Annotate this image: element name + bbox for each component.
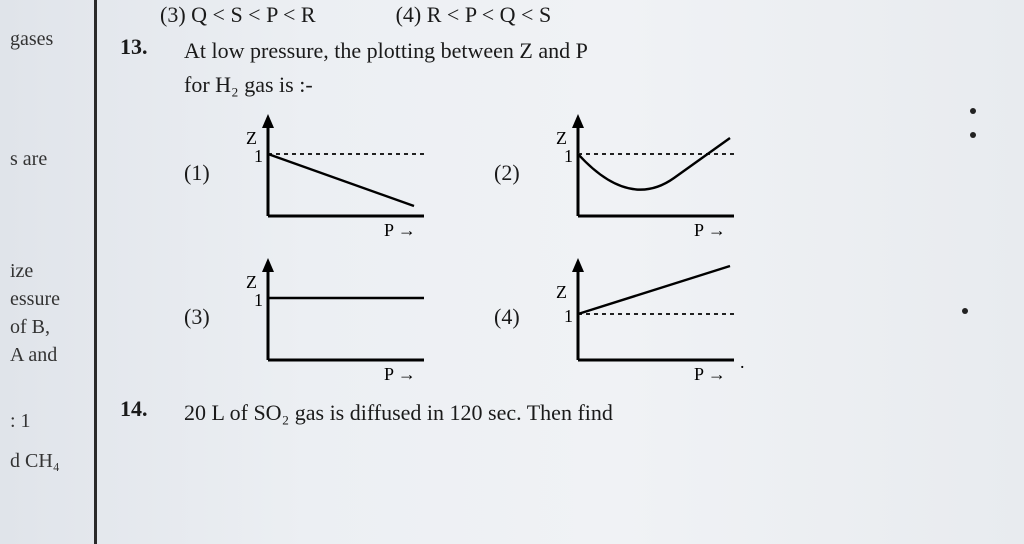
svg-text:P →: P → [384,220,416,238]
question-13: 13. At low pressure, the plotting betwee… [120,34,1004,102]
prev-option-3: (3) Q < S < P < R [160,2,316,28]
svg-text:Z: Z [246,128,257,148]
chart-row-2: (3) Z 1 P → (4) [184,252,1004,382]
chart-option-4: (4) Z 1 P → . [494,252,754,382]
fragment-ch4: d CH₄ [10,450,60,473]
svg-text:.: . [740,352,745,372]
q13-line2: for H₂ gas is :- [184,68,588,102]
previous-question-options: (3) Q < S < P < R (4) R < P < Q < S [120,0,1004,28]
decorative-dot [970,108,976,114]
svg-text:1: 1 [564,146,573,166]
question-14-text: 20 L of SO₂ gas is diffused in 120 sec. … [184,396,613,430]
question-13-text: At low pressure, the plotting between Z … [184,34,588,102]
chart-row-1: (1) Z 1 P → (2) [184,108,1004,238]
option-label-2: (2) [494,160,530,186]
chart-option-2: (2) Z 1 P → [494,108,754,238]
chart-2-svg: Z 1 P → [534,108,754,238]
q13-answer-charts: (1) Z 1 P → (2) [184,108,1004,382]
decorative-dot [970,132,976,138]
main-content: (3) Q < S < P < R (4) R < P < Q < S 13. … [120,0,1004,430]
fragment-gases: gases [10,28,53,51]
svg-text:1: 1 [254,290,263,310]
option-label-3: (3) [184,304,220,330]
fragment-sare: s are [10,148,47,171]
fragment-ize: ize [10,260,33,283]
fragment-ofb: of B, [10,316,50,339]
svg-text:Z: Z [556,128,567,148]
question-14: 14. 20 L of SO₂ gas is diffused in 120 s… [120,396,1004,430]
svg-text:Z: Z [246,272,257,292]
fragment-c1: : 1 [10,410,31,433]
svg-text:P →: P → [384,364,416,382]
svg-text:1: 1 [254,146,263,166]
q13-line1: At low pressure, the plotting between Z … [184,34,588,68]
chart-1-svg: Z 1 P → [224,108,444,238]
svg-text:Z: Z [556,282,567,302]
chart-3-svg: Z 1 P → [224,252,444,382]
column-divider [94,0,97,544]
svg-text:P →: P → [694,364,726,382]
q14-line1: 20 L of SO₂ gas is diffused in 120 sec. … [184,396,613,430]
option-label-1: (1) [184,160,220,186]
svg-text:1: 1 [564,306,573,326]
svg-text:P →: P → [694,220,726,238]
fragment-aand: A and [10,344,57,367]
question-number-13: 13. [120,34,160,60]
chart-option-1: (1) Z 1 P → [184,108,444,238]
chart-option-3: (3) Z 1 P → [184,252,444,382]
prev-option-4: (4) R < P < Q < S [396,2,552,28]
option-label-4: (4) [494,304,530,330]
fragment-ssure: essure [10,288,60,311]
chart-4-svg: Z 1 P → . [534,252,754,382]
question-number-14: 14. [120,396,160,422]
decorative-dot [962,308,968,314]
